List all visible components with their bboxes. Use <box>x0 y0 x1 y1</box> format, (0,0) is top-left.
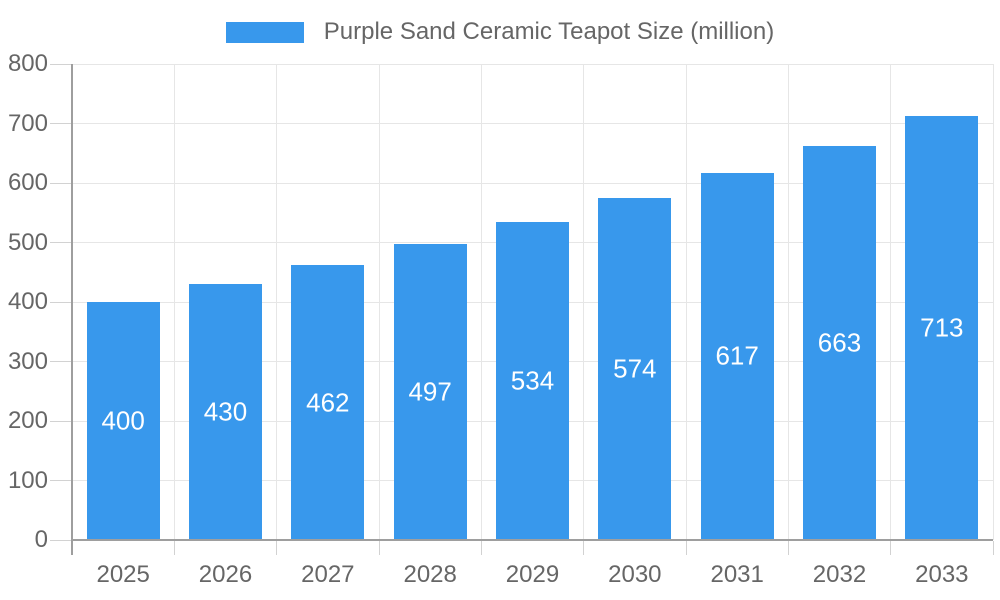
x-axis-tick-label: 2029 <box>505 561 560 588</box>
bar[interactable]: 430 <box>189 284 262 540</box>
bar-value-label: 617 <box>715 340 759 371</box>
bar[interactable]: 400 <box>86 302 160 540</box>
bar-value-label: 462 <box>306 387 350 418</box>
y-axis-tick-mark <box>50 123 72 124</box>
gridline-vertical <box>378 64 380 540</box>
y-axis-tick-label: 200 <box>7 407 48 434</box>
gridline-vertical <box>480 64 482 540</box>
bar[interactable]: 713 <box>905 115 979 540</box>
bar[interactable]: 574 <box>598 198 672 540</box>
bar[interactable]: 617 <box>700 172 774 540</box>
bar[interactable]: 534 <box>496 222 569 540</box>
y-axis-tick-mark <box>50 420 72 422</box>
x-axis-tick-mark <box>276 541 278 555</box>
x-axis-tick-mark <box>890 541 892 555</box>
x-axis-tick-label: 2031 <box>710 561 764 588</box>
gridline-horizontal <box>72 182 993 184</box>
legend-item[interactable]: Purple Sand Ceramic Teapot Size (million… <box>0 18 1000 46</box>
x-axis-tick-label: 2025 <box>96 561 150 588</box>
y-axis-tick-label: 500 <box>7 228 48 256</box>
y-axis-tick-mark <box>50 539 72 541</box>
x-axis-tick-mark <box>992 541 994 555</box>
bar[interactable]: 462 <box>291 265 365 540</box>
y-axis-tick-label: 800 <box>7 50 48 77</box>
y-axis-tick-mark <box>50 63 72 65</box>
x-axis-tick-label: 2033 <box>915 561 969 588</box>
bar-value-label: 430 <box>203 396 248 427</box>
y-axis-tick-mark <box>50 480 72 481</box>
y-axis-tick-label: 400 <box>7 288 48 315</box>
gridline-vertical <box>992 64 994 540</box>
x-axis-tick-label: 2028 <box>403 561 457 588</box>
y-axis-tick-mark <box>50 361 72 362</box>
x-axis-tick-mark <box>787 541 789 555</box>
y-axis-tick-mark <box>50 182 72 184</box>
bar-value-label: 400 <box>101 405 145 436</box>
x-axis-tick-label: 2032 <box>812 561 867 588</box>
bar[interactable]: 663 <box>803 145 876 540</box>
gridline-vertical <box>173 64 175 540</box>
x-axis-tick-mark <box>685 541 687 555</box>
bar-value-label: 574 <box>613 353 657 384</box>
y-axis-tick-label: 0 <box>34 526 48 553</box>
x-axis-tick-mark <box>480 541 482 555</box>
x-axis-tick-label: 2027 <box>301 561 355 588</box>
bar-value-label: 497 <box>408 376 452 407</box>
y-axis-tick-label: 600 <box>7 169 48 196</box>
y-axis-tick-mark <box>50 301 72 303</box>
x-axis-line <box>72 539 993 541</box>
x-axis-tick-label: 2030 <box>608 561 662 588</box>
gridline-vertical <box>685 64 687 540</box>
y-axis-tick-label: 700 <box>7 109 48 137</box>
y-axis-tick-label: 100 <box>7 466 48 494</box>
gridline-vertical <box>583 64 585 540</box>
bar-value-label: 663 <box>817 327 862 358</box>
x-axis-tick-mark <box>378 541 380 555</box>
y-axis-tick-mark <box>50 242 72 243</box>
x-axis-tick-mark <box>173 541 175 555</box>
bar-value-label: 713 <box>920 312 964 343</box>
bar-value-label: 534 <box>510 365 555 396</box>
y-axis-line <box>71 64 73 555</box>
legend-swatch <box>225 21 304 43</box>
gridline-horizontal <box>72 63 993 65</box>
bar[interactable]: 497 <box>393 244 467 540</box>
gridline-horizontal <box>72 123 993 124</box>
x-axis-tick-label: 2026 <box>198 561 253 588</box>
gridline-vertical <box>890 64 892 540</box>
y-axis-tick-label: 300 <box>7 347 48 375</box>
gridline-vertical <box>276 64 278 540</box>
legend-label: Purple Sand Ceramic Teapot Size (million… <box>323 18 775 45</box>
x-axis-tick-mark <box>583 541 585 555</box>
gridline-vertical <box>787 64 789 540</box>
